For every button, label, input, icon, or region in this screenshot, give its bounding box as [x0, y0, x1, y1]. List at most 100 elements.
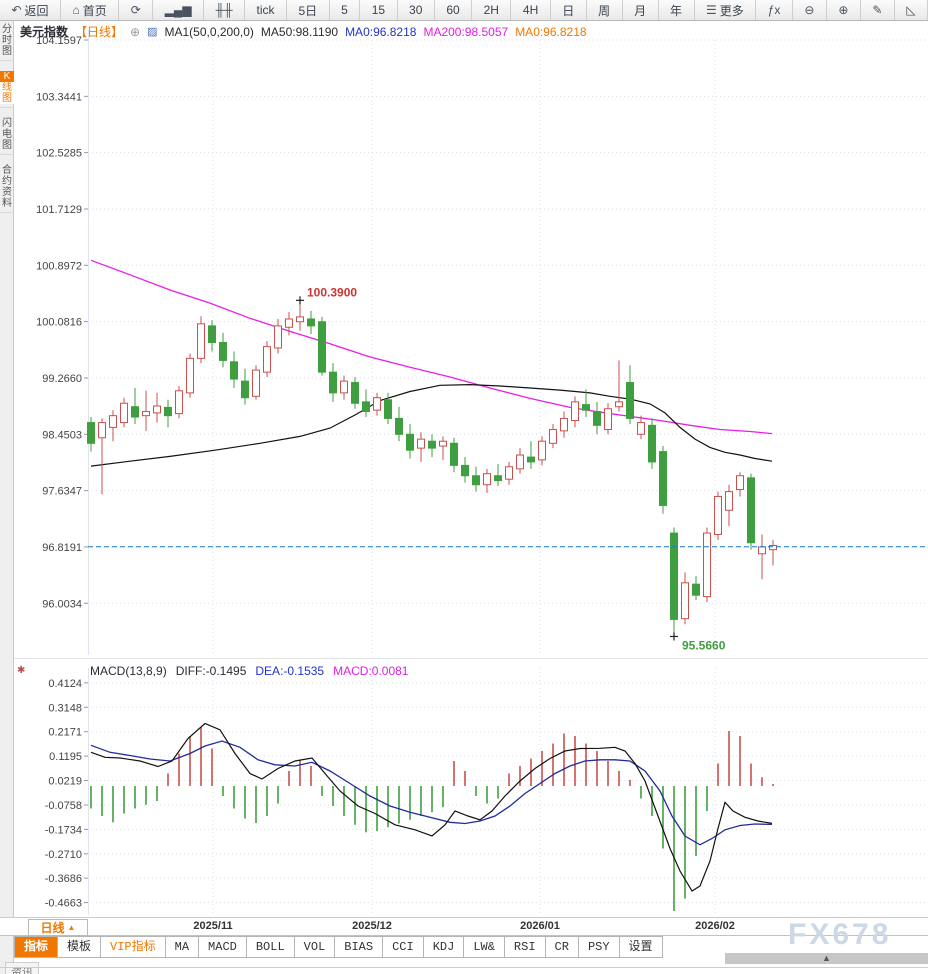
period-selector-label: 日线	[40, 921, 65, 935]
sidebar-tab-contract-info-char: 约	[2, 176, 12, 187]
svg-text:97.6347: 97.6347	[42, 486, 82, 498]
home-icon: ⌂	[72, 3, 80, 17]
svg-text:-0.3686: -0.3686	[45, 873, 82, 885]
mini-chart-icon[interactable]: ▨	[147, 26, 158, 38]
interval-day-button[interactable]: 日	[551, 0, 587, 20]
interval-year-button[interactable]: 年	[659, 0, 695, 20]
sidebar-tab-time-chart-char: 分	[2, 24, 12, 35]
triangle-up-icon: ▲	[67, 923, 76, 932]
zoom-out-icon: ⊖	[804, 3, 815, 17]
tab-vol[interactable]: VOL	[294, 936, 336, 958]
expand-icon[interactable]: ⊕	[130, 24, 141, 39]
pencil-icon: ✎	[872, 3, 883, 17]
macd-value: MACD:0.0081	[333, 664, 409, 678]
x-axis-month-label: 2026/01	[520, 920, 560, 932]
zoom-out-button[interactable]: ⊖	[793, 0, 827, 20]
interval-15min-button-label: 15	[371, 3, 386, 17]
tab-kdj[interactable]: KDJ	[423, 936, 465, 958]
refresh-button[interactable]: ⟳	[119, 0, 154, 20]
sidebar-tab-kline-chart-char: 线	[0, 82, 14, 93]
svg-text:99.2660: 99.2660	[42, 373, 82, 385]
window-bottom-border	[0, 967, 928, 968]
tab-boll[interactable]: BOLL	[246, 936, 295, 958]
svg-text:-0.1734: -0.1734	[45, 824, 82, 836]
eraser-button[interactable]: ◺	[895, 0, 928, 20]
indicator-tab-bar: 指标 模板 VIP指标 MA MACD BOLL VOL BIAS CCI KDJ LW& RSI CR…	[14, 936, 663, 958]
home-button-label: 首页	[82, 3, 107, 18]
interval-5min-button-label: 5	[341, 3, 348, 17]
sidebar-tab-contract-info[interactable]: 合约资料	[0, 162, 14, 213]
interval-tick-button-label: tick	[256, 3, 275, 17]
scrollbar-handle-icon: ▲	[822, 953, 831, 963]
svg-text:96.0034: 96.0034	[42, 598, 82, 610]
interval-30min-button[interactable]: 30	[398, 0, 435, 20]
svg-text:-0.0758: -0.0758	[45, 800, 82, 812]
sidebar-tab-lightning-chart-char: 图	[2, 140, 12, 151]
chart-style-button[interactable]: ▂▄▆	[153, 0, 205, 20]
tab-settings[interactable]: 设置	[619, 936, 663, 958]
symbol-title: 美元指数	[20, 25, 69, 39]
svg-text:104.1597: 104.1597	[36, 35, 82, 47]
formula-button[interactable]: ƒx	[756, 0, 793, 20]
sidebar-tab-lightning-chart[interactable]: 闪电图	[0, 115, 14, 155]
svg-text:0.0219: 0.0219	[48, 776, 82, 788]
ma0-orange-value: MA0:96.8218	[515, 24, 587, 39]
interval-year-button-label: 年	[670, 3, 683, 18]
sidebar-tab-time-chart-char: 图	[2, 46, 12, 57]
horizontal-scrollbar[interactable]: ▲	[725, 953, 928, 964]
tab-vip-indicator[interactable]: VIP指标	[101, 936, 166, 958]
tab-bias[interactable]: BIAS	[335, 936, 384, 958]
home-button[interactable]: ⌂ 首页	[61, 0, 120, 20]
sidebar-tab-lightning-chart-char: 闪	[2, 118, 12, 129]
tab-cr[interactable]: CR	[545, 936, 579, 958]
tab-indicator[interactable]: 指标	[14, 936, 59, 958]
interval-60min-button[interactable]: 60	[435, 0, 473, 20]
more-button[interactable]: ☰ 更多	[695, 0, 757, 20]
sidebar-tab-kline-chart-char: K	[0, 71, 14, 82]
news-tab-partial[interactable]: 资讯	[5, 962, 39, 974]
zoom-in-button[interactable]: ⊕	[827, 0, 861, 20]
interval-5day-button[interactable]: 5日	[287, 0, 330, 20]
indicator-adjust-button[interactable]: ╫╫	[204, 0, 246, 20]
interval-week-button[interactable]: 周	[587, 0, 623, 20]
interval-2h-button[interactable]: 2H	[472, 0, 512, 20]
tab-lw[interactable]: LW&	[464, 936, 505, 958]
interval-15min-button[interactable]: 15	[360, 0, 398, 20]
tab-cci[interactable]: CCI	[383, 936, 424, 958]
interval-month-button[interactable]: 月	[623, 0, 659, 20]
sidebar-tab-time-chart[interactable]: 分时图	[0, 21, 14, 61]
interval-4h-button[interactable]: 4H	[511, 0, 551, 20]
tab-template[interactable]: 模板	[58, 936, 102, 958]
period-selector-button[interactable]: 日线 ▲	[28, 919, 88, 936]
tab-ma[interactable]: MA	[165, 936, 200, 958]
back-button[interactable]: ↶ 返回	[0, 0, 62, 20]
svg-text:95.5660: 95.5660	[682, 638, 726, 652]
menu-icon: ☰	[706, 3, 717, 17]
tab-psy[interactable]: PSY	[578, 936, 620, 958]
svg-text:0.4124: 0.4124	[48, 678, 82, 690]
macd-indicator-chart[interactable]: 0.4124 0.3148 0.2171 0.1195 0.0219 -0.0758 -0.…	[14, 660, 928, 917]
tab-macd[interactable]: MACD	[199, 936, 247, 958]
macd-config-label: MACD(13,8,9)	[90, 664, 167, 678]
draw-button[interactable]: ✎	[861, 0, 895, 20]
sidebar-tab-contract-info-char: 料	[2, 198, 12, 209]
macd-settings-icon[interactable]: ✱	[17, 665, 26, 676]
x-axis-strip: 日线 ▲ 2025/11 2025/12 2026/01 2026/02	[0, 917, 928, 936]
interval-30min-button-label: 30	[409, 3, 423, 17]
back-arrow-icon: ↶	[11, 3, 22, 17]
eraser-icon: ◺	[906, 3, 916, 17]
x-axis-month-label: 2026/02	[695, 920, 735, 932]
dea-value: DEA:-0.1535	[255, 664, 325, 678]
period-tag: 【日线】	[75, 25, 124, 39]
svg-text:96.8191: 96.8191	[42, 542, 82, 554]
sidebar-tab-contract-info-char: 资	[2, 187, 12, 198]
main-candlestick-chart[interactable]: 104.1597 103.3441 102.5285 101.7129 100.8972…	[14, 21, 928, 660]
interval-4h-button-label: 4H	[522, 3, 539, 17]
svg-text:101.7129: 101.7129	[36, 204, 82, 216]
interval-tick-button[interactable]: tick	[245, 0, 288, 20]
svg-text:100.8972: 100.8972	[36, 260, 82, 272]
tab-rsi[interactable]: RSI	[504, 936, 546, 958]
interval-5min-button[interactable]: 5	[330, 0, 361, 20]
ma200-value: MA200:98.5057	[423, 24, 509, 39]
